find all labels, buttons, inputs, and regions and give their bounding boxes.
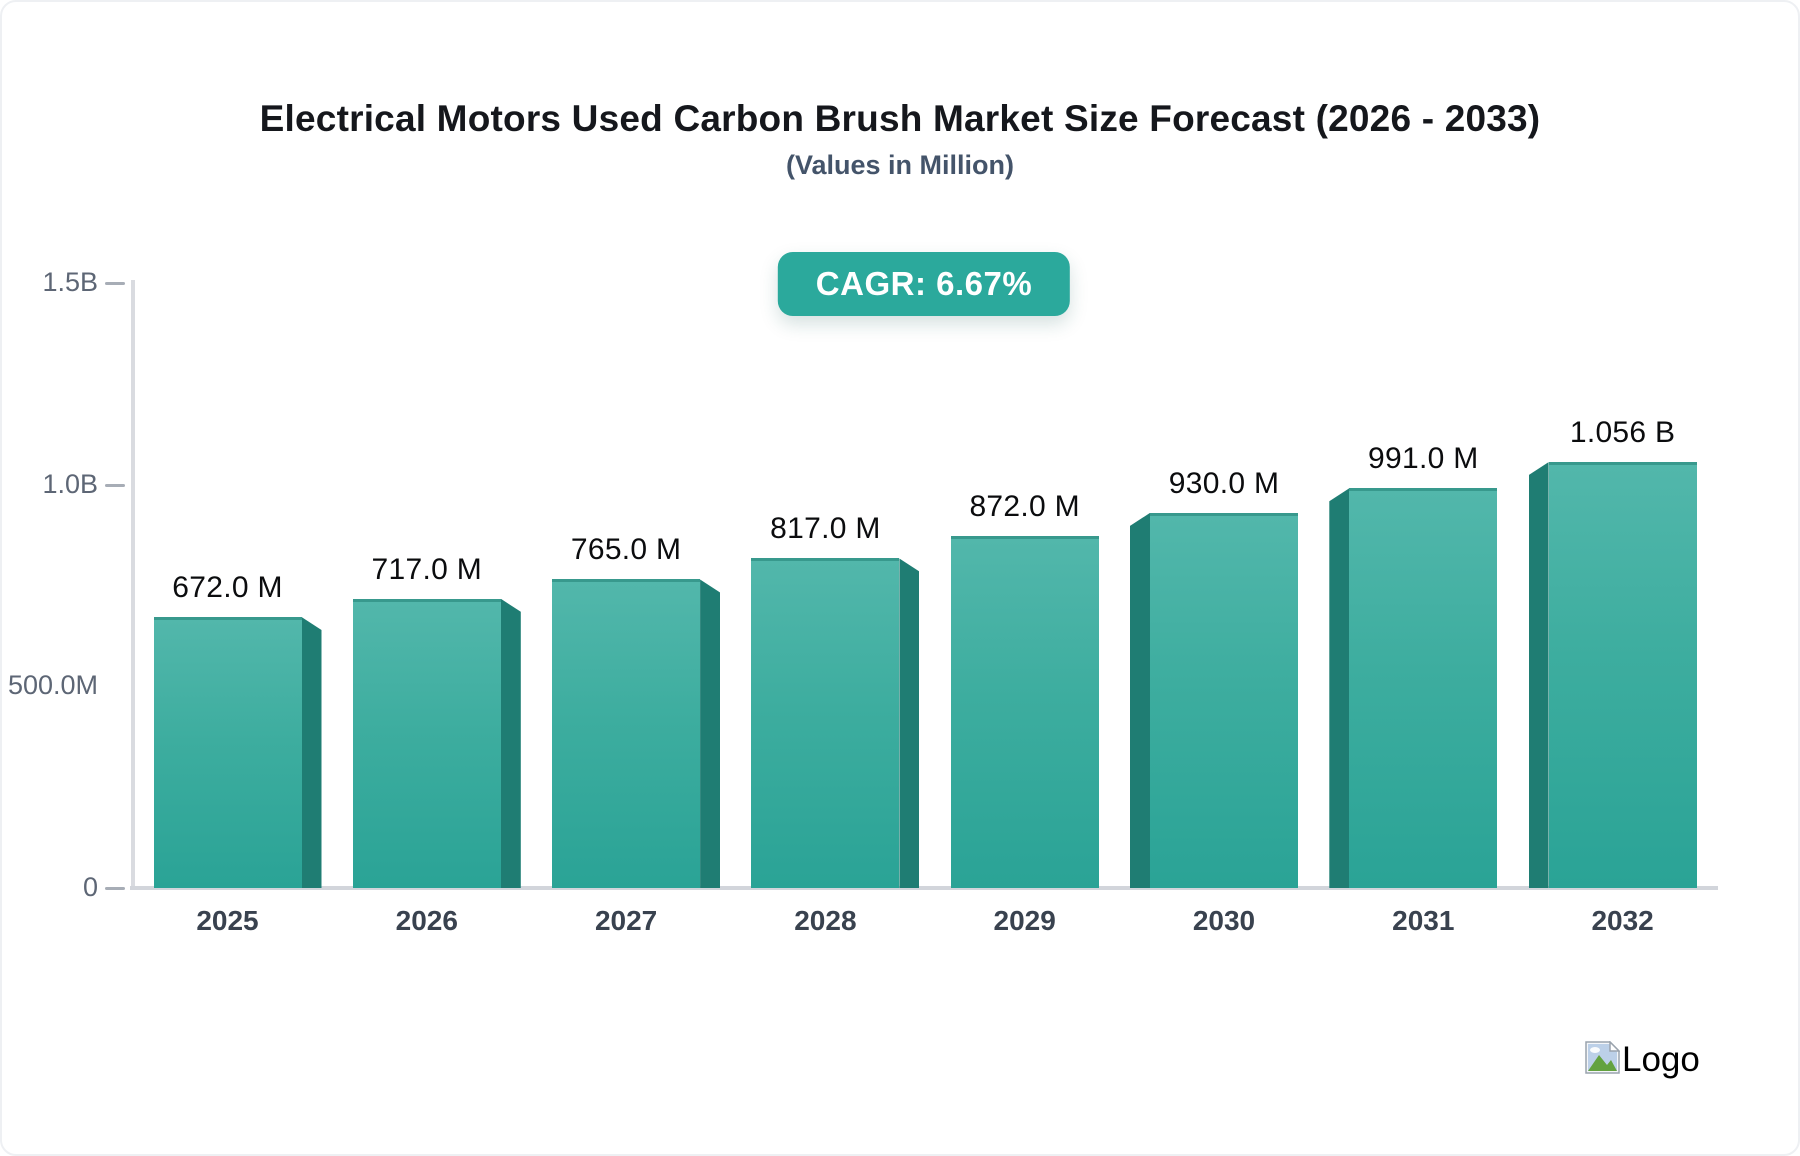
cagr-badge: CAGR: 6.67% [777, 252, 1071, 316]
logo-text: Logo [1622, 1040, 1700, 1079]
bar-side-face [899, 558, 920, 888]
bar-side-face [301, 616, 322, 888]
y-tick-dash [105, 483, 125, 487]
broken-image-icon [1585, 1039, 1621, 1074]
bar-value-label: 672.0 M [172, 570, 283, 604]
y-tick-dash [105, 887, 125, 890]
bar-2032[interactable] [1548, 462, 1697, 888]
bar-side-face [1329, 488, 1350, 888]
x-axis-label-2027: 2027 [594, 905, 658, 936]
x-axis-label-2032: 2032 [1591, 905, 1654, 936]
x-axis-baseline [130, 886, 1718, 890]
bar-2031[interactable] [1349, 488, 1498, 888]
bar-2026[interactable] [352, 598, 501, 888]
y-tick-label: 1.5B [42, 267, 98, 297]
bar-side-face [500, 598, 521, 888]
y-tick-dash [105, 282, 125, 285]
x-axis-label-2031: 2031 [1392, 905, 1455, 936]
x-axis-label-2029: 2029 [993, 905, 1056, 936]
bar-side-face [1528, 462, 1549, 888]
chart-subtitle: (Values in Million) [785, 150, 1015, 180]
bar-value-label: 717.0 M [371, 552, 483, 586]
chart-title: Electrical Motors Used Carbon Brush Mark… [259, 98, 1541, 139]
x-axis-label-2030: 2030 [1192, 905, 1256, 936]
bar-value-label: 991.0 M [1368, 442, 1479, 476]
bar-2027[interactable] [552, 579, 701, 888]
x-axis-label-2026: 2026 [395, 905, 458, 936]
bar-2029[interactable] [950, 536, 1099, 888]
bar-side-face [1130, 512, 1150, 888]
bar-value-label: 930.0 M [1168, 466, 1280, 500]
bar-value-label: 817.0 M [770, 512, 881, 546]
y-axis-line [131, 280, 135, 890]
bar-side-face [700, 579, 721, 888]
x-axis-label-2028: 2028 [794, 905, 857, 936]
bar-value-label: 1.056 B [1569, 416, 1676, 450]
bar-value-label: 872.0 M [969, 490, 1080, 524]
bar-2030[interactable] [1150, 512, 1298, 888]
y-tick-label: 1.0B [42, 468, 98, 499]
y-tick-label: 0 [82, 872, 98, 902]
y-tick-label: 500.0M [7, 670, 98, 701]
bar-2028[interactable] [751, 558, 900, 888]
bar-value-label: 765.0 M [570, 533, 682, 567]
bar-2025[interactable] [153, 616, 302, 888]
logo: Logo [1585, 1039, 1700, 1080]
x-axis-label-2025: 2025 [196, 905, 259, 936]
